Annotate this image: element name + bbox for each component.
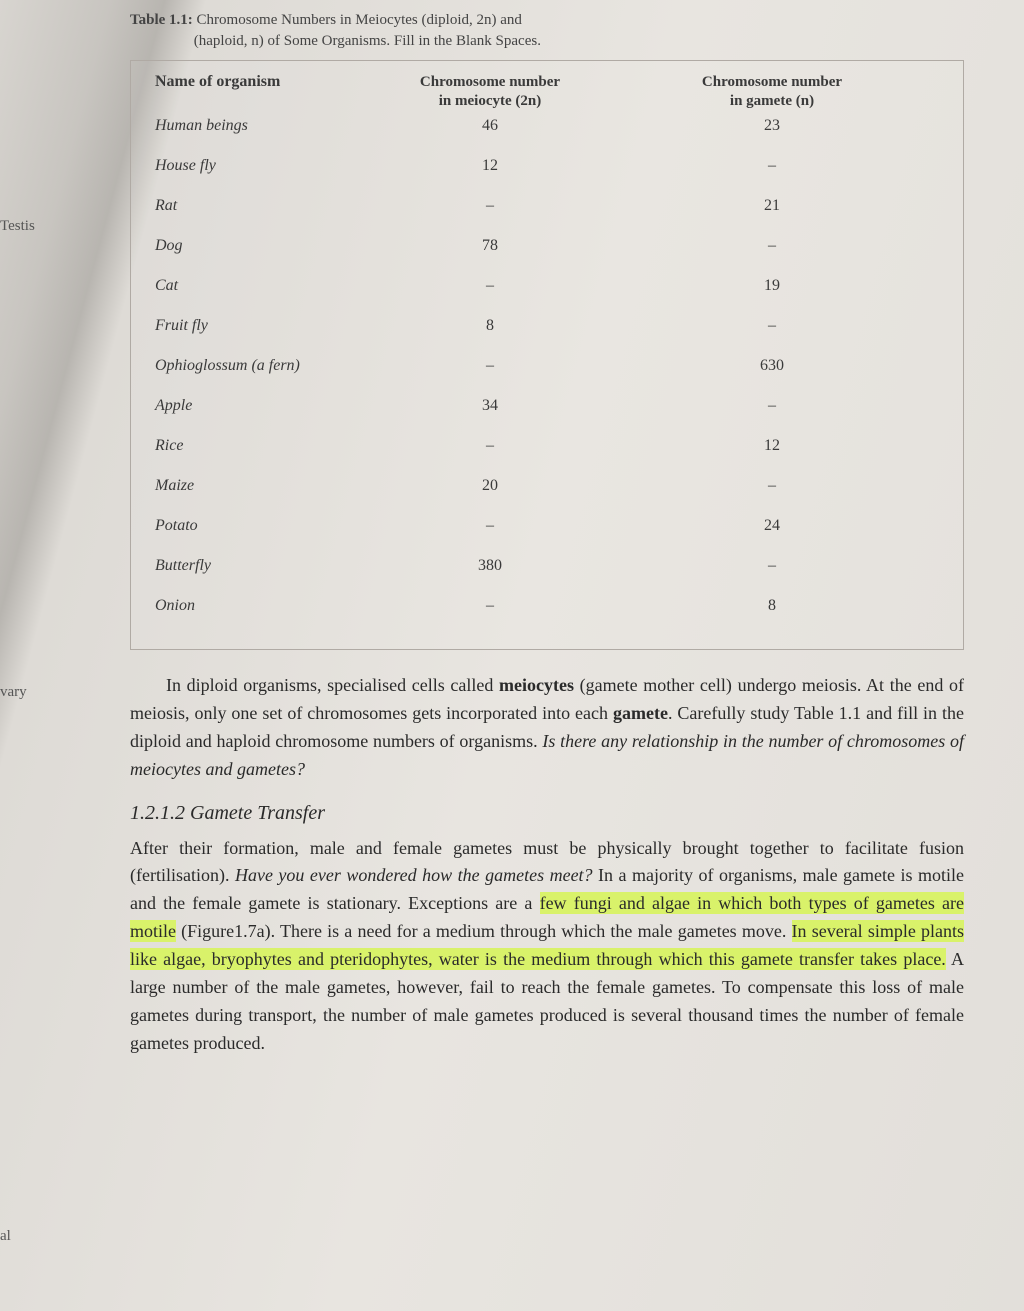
header-n-l1: Chromosome number	[702, 74, 842, 90]
cell-n: –	[605, 557, 939, 575]
cell-name: Cat	[155, 277, 375, 295]
cell-2n: 78	[375, 237, 605, 255]
cell-n: –	[605, 157, 939, 175]
page-content: Table 1.1: Chromosome Numbers in Meiocyt…	[0, 0, 1024, 1116]
cell-n: –	[605, 477, 939, 495]
cell-name: House fly	[155, 157, 375, 175]
p1-t1: In diploid organisms, specialised cells …	[166, 675, 499, 695]
cell-2n: 380	[375, 557, 605, 575]
cell-n: –	[605, 397, 939, 415]
cell-name: Onion	[155, 597, 375, 615]
table-row: Rat – 21	[155, 197, 939, 237]
header-organism: Name of organism	[155, 73, 375, 91]
header-n-l2: in gamete (n)	[730, 93, 814, 109]
cell-2n: –	[375, 597, 605, 615]
cell-name: Human beings	[155, 117, 375, 135]
cell-name: Fruit fly	[155, 317, 375, 335]
caption-line-1: Chromosome Numbers in Meiocytes (diploid…	[197, 12, 522, 28]
cell-name: Maize	[155, 477, 375, 495]
table-row: Human beings 46 23	[155, 117, 939, 157]
table-row: Rice – 12	[155, 437, 939, 477]
cell-2n: –	[375, 437, 605, 455]
table-row: Ophioglossum (a fern) – 630	[155, 357, 939, 397]
cell-2n: –	[375, 197, 605, 215]
term-meiocytes: meiocytes	[499, 675, 574, 695]
header-gamete: Chromosome number in gamete (n)	[605, 73, 939, 111]
term-gamete: gamete	[613, 703, 668, 723]
margin-note-vary: vary	[0, 684, 27, 701]
table-row: Cat – 19	[155, 277, 939, 317]
cell-n: 24	[605, 517, 939, 535]
cell-n: –	[605, 317, 939, 335]
margin-note-testis: Testis	[0, 218, 35, 235]
cell-2n: –	[375, 277, 605, 295]
cell-n: 23	[605, 117, 939, 135]
cell-2n: 8	[375, 317, 605, 335]
table-row: Apple 34 –	[155, 397, 939, 437]
cell-n: 12	[605, 437, 939, 455]
cell-n: 19	[605, 277, 939, 295]
table-caption: Table 1.1: Chromosome Numbers in Meiocyt…	[130, 10, 964, 52]
cell-2n: –	[375, 357, 605, 375]
cell-name: Rat	[155, 197, 375, 215]
cell-n: 630	[605, 357, 939, 375]
chromosome-table: Name of organism Chromosome number in me…	[130, 60, 964, 650]
cell-n: 21	[605, 197, 939, 215]
table-row: Maize 20 –	[155, 477, 939, 517]
cell-2n: 46	[375, 117, 605, 135]
table-row: Dog 78 –	[155, 237, 939, 277]
header-meiocyte: Chromosome number in meiocyte (2n)	[375, 73, 605, 111]
cell-n: –	[605, 237, 939, 255]
cell-name: Butterfly	[155, 557, 375, 575]
p2-question: Have you ever wondered how the gametes m…	[235, 865, 593, 885]
cell-n: 8	[605, 597, 939, 615]
cell-name: Ophioglossum (a fern)	[155, 357, 375, 375]
table-row: House fly 12 –	[155, 157, 939, 197]
paragraph-meiocytes: In diploid organisms, specialised cells …	[130, 672, 964, 784]
cell-2n: 34	[375, 397, 605, 415]
caption-label: Table 1.1:	[130, 12, 193, 28]
section-heading: 1.2.1.2 Gamete Transfer	[130, 802, 964, 825]
p2-t3: (Figure1.7a). There is a need for a medi…	[176, 921, 792, 941]
cell-name: Dog	[155, 237, 375, 255]
header-2n-l1: Chromosome number	[420, 74, 560, 90]
table-row: Onion – 8	[155, 597, 939, 637]
table-row: Fruit fly 8 –	[155, 317, 939, 357]
cell-name: Rice	[155, 437, 375, 455]
cell-name: Potato	[155, 517, 375, 535]
cell-2n: 20	[375, 477, 605, 495]
table-header-row: Name of organism Chromosome number in me…	[155, 73, 939, 113]
cell-name: Apple	[155, 397, 375, 415]
header-2n-l2: in meiocyte (2n)	[439, 93, 541, 109]
margin-note-al: al	[0, 1228, 11, 1245]
table-row: Butterfly 380 –	[155, 557, 939, 597]
table-row: Potato – 24	[155, 517, 939, 557]
cell-2n: –	[375, 517, 605, 535]
paragraph-gamete-transfer: After their formation, male and female g…	[130, 835, 964, 1058]
cell-2n: 12	[375, 157, 605, 175]
caption-line-2: (haploid, n) of Some Organisms. Fill in …	[194, 33, 541, 49]
